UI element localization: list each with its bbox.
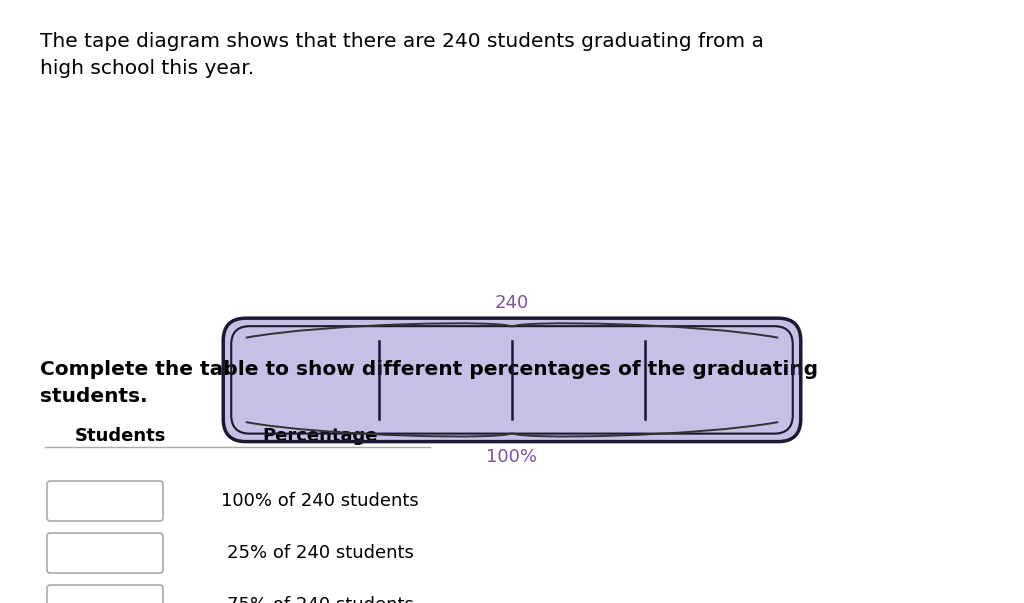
FancyBboxPatch shape xyxy=(223,318,801,441)
Text: Percentage: Percentage xyxy=(262,427,378,445)
Text: 100%: 100% xyxy=(486,448,538,466)
Text: The tape diagram shows that there are 240 students graduating from a
high school: The tape diagram shows that there are 24… xyxy=(40,32,764,78)
Text: 75% of 240 students: 75% of 240 students xyxy=(226,596,414,603)
FancyBboxPatch shape xyxy=(47,481,163,521)
FancyBboxPatch shape xyxy=(47,533,163,573)
Text: 100% of 240 students: 100% of 240 students xyxy=(221,492,419,510)
Text: 25% of 240 students: 25% of 240 students xyxy=(226,544,414,562)
Text: 240: 240 xyxy=(495,294,529,312)
FancyBboxPatch shape xyxy=(47,585,163,603)
Text: Students: Students xyxy=(75,427,166,445)
Text: Complete the table to show different percentages of the graduating
students.: Complete the table to show different per… xyxy=(40,360,818,405)
